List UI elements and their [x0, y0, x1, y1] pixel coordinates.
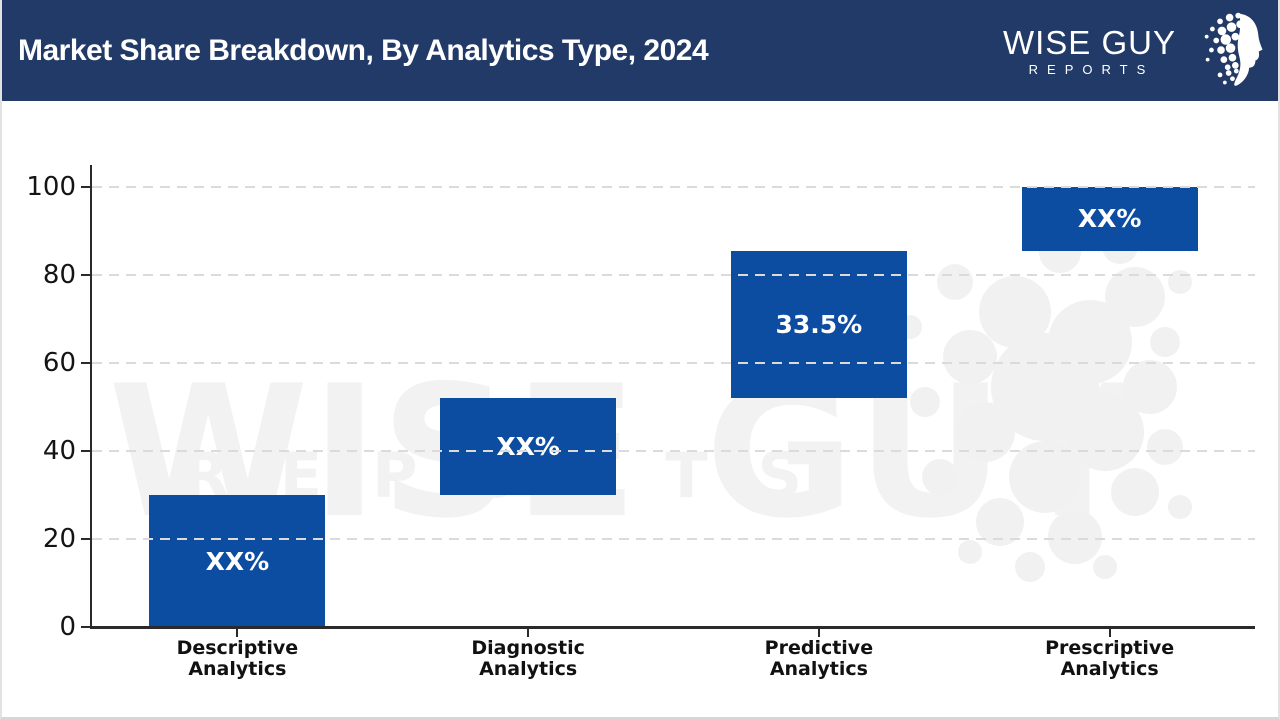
y-axis-tick: [81, 626, 90, 628]
gridline: [92, 274, 1255, 276]
x-axis-tick: [527, 629, 530, 637]
bar-predictive-analytics: 33.5%: [730, 250, 907, 399]
x-axis-tick: [817, 629, 820, 637]
y-tick-label: 80: [42, 260, 76, 290]
y-axis-tick: [81, 450, 90, 452]
y-tick-label: 40: [42, 436, 76, 466]
gridline: [92, 538, 1255, 540]
bar-descriptive-analytics: XX%: [149, 495, 326, 627]
header: Market Share Breakdown, By Analytics Typ…: [2, 0, 1278, 101]
bar-prescriptive-analytics: XX%: [1021, 187, 1198, 251]
brand-subtitle: REPORTS: [1028, 61, 1155, 77]
bar-diagnostic-analytics: XX%: [440, 398, 617, 495]
x-category-label: Prescriptive Analytics: [1045, 637, 1175, 680]
brand-name: WISE GUY: [1002, 23, 1176, 61]
y-axis-line: [90, 165, 92, 629]
page-title: Market Share Breakdown, By Analytics Typ…: [18, 33, 709, 67]
x-category-label: Descriptive Analytics: [176, 637, 299, 680]
gridline: [92, 362, 1255, 364]
brand-logo: WISE GUY REPORTS: [1003, 8, 1264, 94]
y-axis-tick: [81, 538, 90, 540]
y-axis-tick: [81, 274, 90, 276]
bar-value-label: XX%: [496, 432, 560, 462]
y-axis-tick: [81, 186, 90, 188]
x-axis-line: [90, 626, 1255, 629]
y-axis-tick: [81, 362, 90, 364]
brand-face-icon: [1204, 12, 1263, 86]
x-axis-tick: [1108, 629, 1111, 637]
y-tick-label: 100: [26, 172, 76, 202]
y-tick-label: 0: [59, 612, 76, 642]
gridline: [92, 186, 1255, 188]
x-category-label: Diagnostic Analytics: [471, 637, 585, 680]
bar-value-label: XX%: [205, 546, 270, 576]
bar-value-label: 33.5%: [775, 309, 863, 339]
y-tick-label: 60: [42, 348, 76, 378]
gridline: [92, 450, 1255, 452]
bar-value-label: XX%: [1077, 204, 1142, 234]
x-category-label: Predictive Analytics: [764, 637, 874, 680]
brand-text: WISE GUY REPORTS: [1003, 26, 1176, 76]
x-axis-tick: [236, 629, 239, 637]
y-tick-label: 20: [42, 524, 76, 554]
